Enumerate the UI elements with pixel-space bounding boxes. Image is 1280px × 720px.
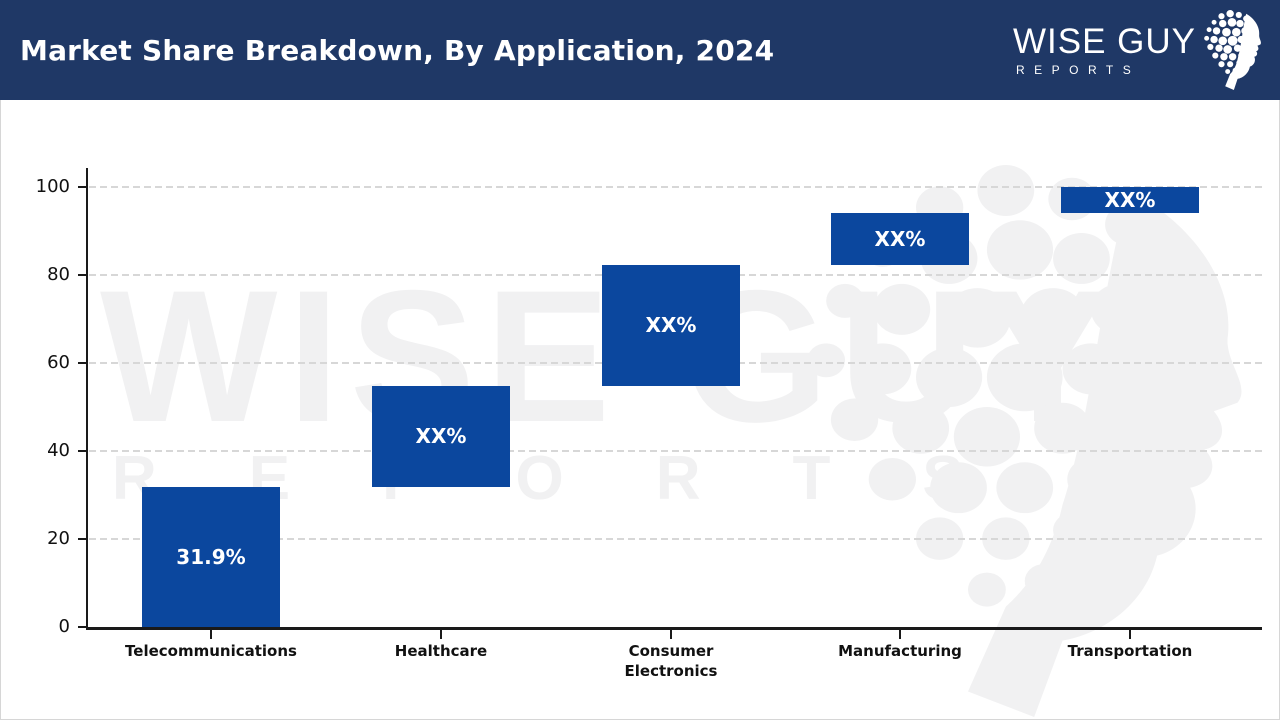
logo-subtext: REPORTS bbox=[1015, 63, 1141, 77]
x-tick-manufacturing bbox=[899, 630, 901, 639]
bar-label-telecommunications: 31.9% bbox=[176, 544, 246, 569]
header-bar: Market Share Breakdown, By Application, … bbox=[0, 0, 1280, 100]
x-tick-healthcare bbox=[440, 630, 442, 639]
x-tick-label-transportation: Transportation bbox=[1067, 642, 1193, 660]
y-tick-label-60: 60 bbox=[47, 352, 70, 373]
x-tick-consumer-electronics bbox=[670, 630, 672, 639]
x-tick-label-healthcare: Healthcare bbox=[394, 642, 488, 660]
x-axis bbox=[86, 627, 1262, 630]
bar-healthcare: XX% bbox=[372, 385, 510, 487]
bar-label-transportation: XX% bbox=[1104, 187, 1156, 212]
bar-label-manufacturing: XX% bbox=[874, 226, 926, 251]
bar-manufacturing: XX% bbox=[831, 212, 969, 265]
bar-consumer-electronics: XX% bbox=[602, 264, 740, 386]
y-tick-0 bbox=[78, 626, 88, 628]
y-tick-60 bbox=[78, 362, 88, 364]
y-tick-80 bbox=[78, 274, 88, 276]
y-tick-label-0: 0 bbox=[58, 616, 70, 637]
wiseguy-logo: WISE GUY REPORTS bbox=[1013, 8, 1266, 92]
bar-telecommunications: 31.9% bbox=[142, 486, 280, 627]
bar-transportation: XX% bbox=[1061, 187, 1199, 213]
gridline-40 bbox=[89, 450, 1262, 452]
bar-label-consumer-electronics: XX% bbox=[645, 313, 697, 338]
y-tick-label-80: 80 bbox=[47, 264, 70, 285]
y-axis bbox=[86, 168, 88, 630]
x-tick-label-consumer-electronics: Consumer Electronics bbox=[624, 642, 718, 681]
y-tick-20 bbox=[78, 538, 88, 540]
logo-wordmark-group: WISE GUY REPORTS bbox=[1013, 24, 1196, 76]
y-tick-label-100: 100 bbox=[35, 176, 70, 197]
page-title: Market Share Breakdown, By Application, … bbox=[20, 33, 775, 67]
y-tick-40 bbox=[78, 450, 88, 452]
gridline-100 bbox=[89, 186, 1262, 188]
logo-wordmark: WISE GUY bbox=[1012, 22, 1196, 61]
x-tick-telecommunications bbox=[210, 630, 212, 639]
bar-label-healthcare: XX% bbox=[415, 424, 467, 449]
y-tick-label-40: 40 bbox=[47, 440, 70, 461]
x-tick-label-manufacturing: Manufacturing bbox=[838, 642, 962, 660]
gridline-20 bbox=[89, 538, 1262, 540]
x-tick-transportation bbox=[1129, 630, 1131, 639]
logo-face-icon bbox=[1198, 10, 1266, 90]
y-tick-100 bbox=[78, 186, 88, 188]
x-tick-label-telecommunications: Telecommunications bbox=[125, 642, 297, 660]
y-tick-label-20: 20 bbox=[47, 528, 70, 549]
